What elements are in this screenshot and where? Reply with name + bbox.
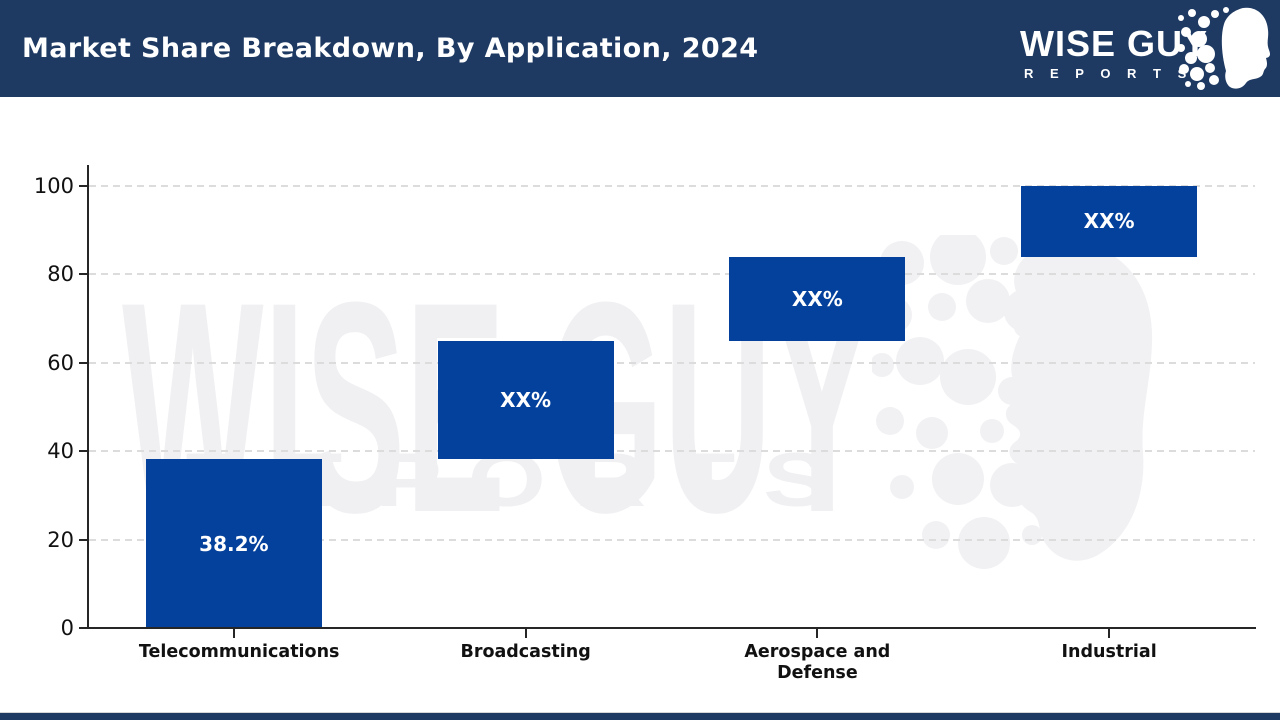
y-tick-mark-40 xyxy=(79,450,87,453)
bar-industrial: XX% xyxy=(1021,186,1198,257)
gridline-40 xyxy=(89,450,1255,453)
x-tick-label-broadcasting: Broadcasting xyxy=(460,642,591,662)
x-axis-line xyxy=(87,627,1256,629)
logo-subtitle: R E P O R T S xyxy=(1024,66,1193,81)
page-title: Market Share Breakdown, By Application, … xyxy=(22,33,759,64)
x-tick-mark-3 xyxy=(816,629,819,638)
bar-value-label: 38.2% xyxy=(199,531,269,556)
bar-value-label: XX% xyxy=(500,387,552,412)
x-tick-mark-1 xyxy=(232,629,235,638)
gridline-20 xyxy=(89,538,1255,541)
y-axis-line xyxy=(87,165,89,629)
x-tick-label-industrial: Industrial xyxy=(1061,642,1157,662)
wise-guy-reports-logo: WISE GUY R E P O R T S xyxy=(1020,6,1270,90)
x-tick-label-aerospace-and-defense: Aerospace and Defense xyxy=(744,642,891,683)
x-tick-label-telecommunications: Telecommunications xyxy=(138,642,340,662)
bar-telecommunications: 38.2% xyxy=(145,459,322,628)
y-tick-label-40: 40 xyxy=(47,439,74,464)
y-tick-mark-80 xyxy=(79,273,87,276)
logo-wordmark: WISE GUY xyxy=(1020,23,1208,64)
bar-aerospace-and-defense: XX% xyxy=(729,256,906,341)
bar-value-label: XX% xyxy=(791,286,843,311)
y-tick-label-80: 80 xyxy=(47,262,74,287)
gridline-80 xyxy=(89,273,1255,276)
logo-dots xyxy=(1177,6,1229,90)
logo-face-icon xyxy=(1221,7,1270,89)
chart-plot-area: WISE GUY R E P O R T S 38.2% XX% XX% XX% 0 20… xyxy=(0,97,1280,713)
y-tick-mark-0 xyxy=(79,627,87,629)
y-tick-label-100: 100 xyxy=(33,174,74,198)
footer-bar xyxy=(0,712,1280,720)
y-tick-mark-20 xyxy=(79,538,87,541)
x-tick-mark-2 xyxy=(524,629,527,638)
gridline-100 xyxy=(89,185,1255,187)
bar-value-label: XX% xyxy=(1083,209,1135,234)
watermark-face-icon xyxy=(872,235,1153,569)
y-tick-mark-100 xyxy=(79,185,87,187)
y-tick-mark-60 xyxy=(79,361,87,364)
x-tick-mark-4 xyxy=(1108,629,1111,638)
y-tick-label-20: 20 xyxy=(47,527,74,552)
bar-broadcasting: XX% xyxy=(437,340,614,460)
y-tick-label-0: 0 xyxy=(60,616,74,640)
gridline-60 xyxy=(89,361,1255,364)
header-bar: Market Share Breakdown, By Application, … xyxy=(0,0,1280,97)
y-tick-label-60: 60 xyxy=(47,350,74,375)
